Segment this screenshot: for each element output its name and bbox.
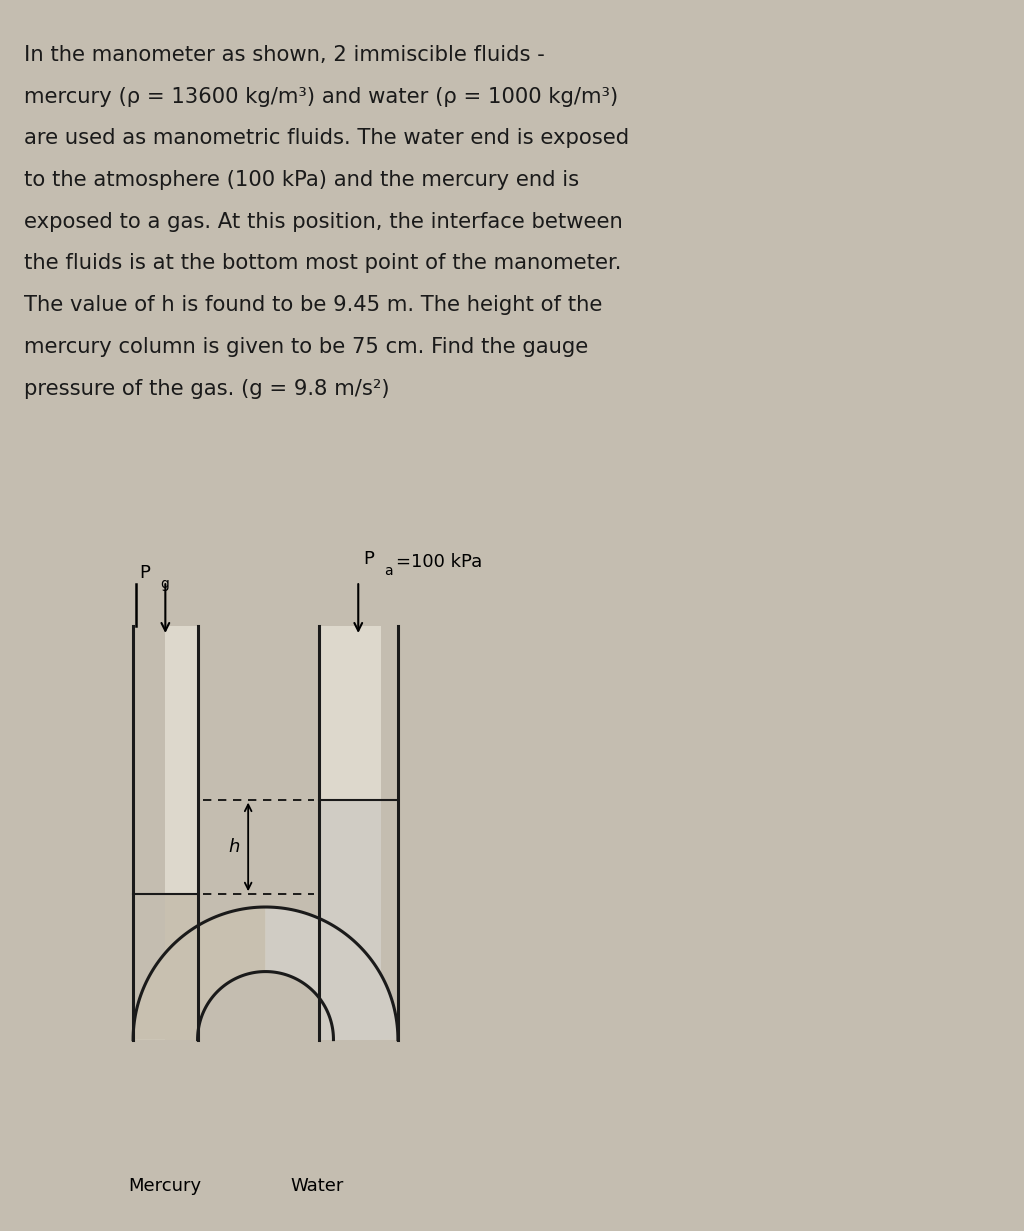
Text: pressure of the gas. (g = 9.8 m/s²): pressure of the gas. (g = 9.8 m/s²) [24,379,389,399]
Polygon shape [133,907,398,1040]
Text: h: h [228,838,241,856]
Text: The value of h is found to be 9.45 m. The height of the: The value of h is found to be 9.45 m. Th… [24,295,602,315]
Polygon shape [318,800,381,1040]
Text: mercury (ρ = 13600 kg/m³) and water (ρ = 1000 kg/m³): mercury (ρ = 13600 kg/m³) and water (ρ =… [24,86,618,107]
Polygon shape [265,907,398,1040]
Polygon shape [318,625,381,1040]
Text: Water: Water [291,1177,344,1195]
Text: P: P [139,564,150,582]
Text: to the atmosphere (100 kPa) and the mercury end is: to the atmosphere (100 kPa) and the merc… [24,170,580,190]
Polygon shape [165,625,198,1040]
Text: =100 kPa: =100 kPa [396,553,482,571]
Polygon shape [165,894,198,1040]
Text: are used as manometric fluids. The water end is exposed: are used as manometric fluids. The water… [24,128,629,148]
Text: P: P [364,550,374,569]
Text: In the manometer as shown, 2 immiscible fluids -: In the manometer as shown, 2 immiscible … [24,44,545,65]
Text: the fluids is at the bottom most point of the manometer.: the fluids is at the bottom most point o… [24,254,622,273]
Text: a: a [384,564,392,579]
Text: mercury column is given to be 75 cm. Find the gauge: mercury column is given to be 75 cm. Fin… [24,337,588,357]
Text: Mercury: Mercury [128,1177,202,1195]
Text: exposed to a gas. At this position, the interface between: exposed to a gas. At this position, the … [24,212,623,231]
Polygon shape [133,907,265,1040]
Text: g: g [160,577,169,591]
